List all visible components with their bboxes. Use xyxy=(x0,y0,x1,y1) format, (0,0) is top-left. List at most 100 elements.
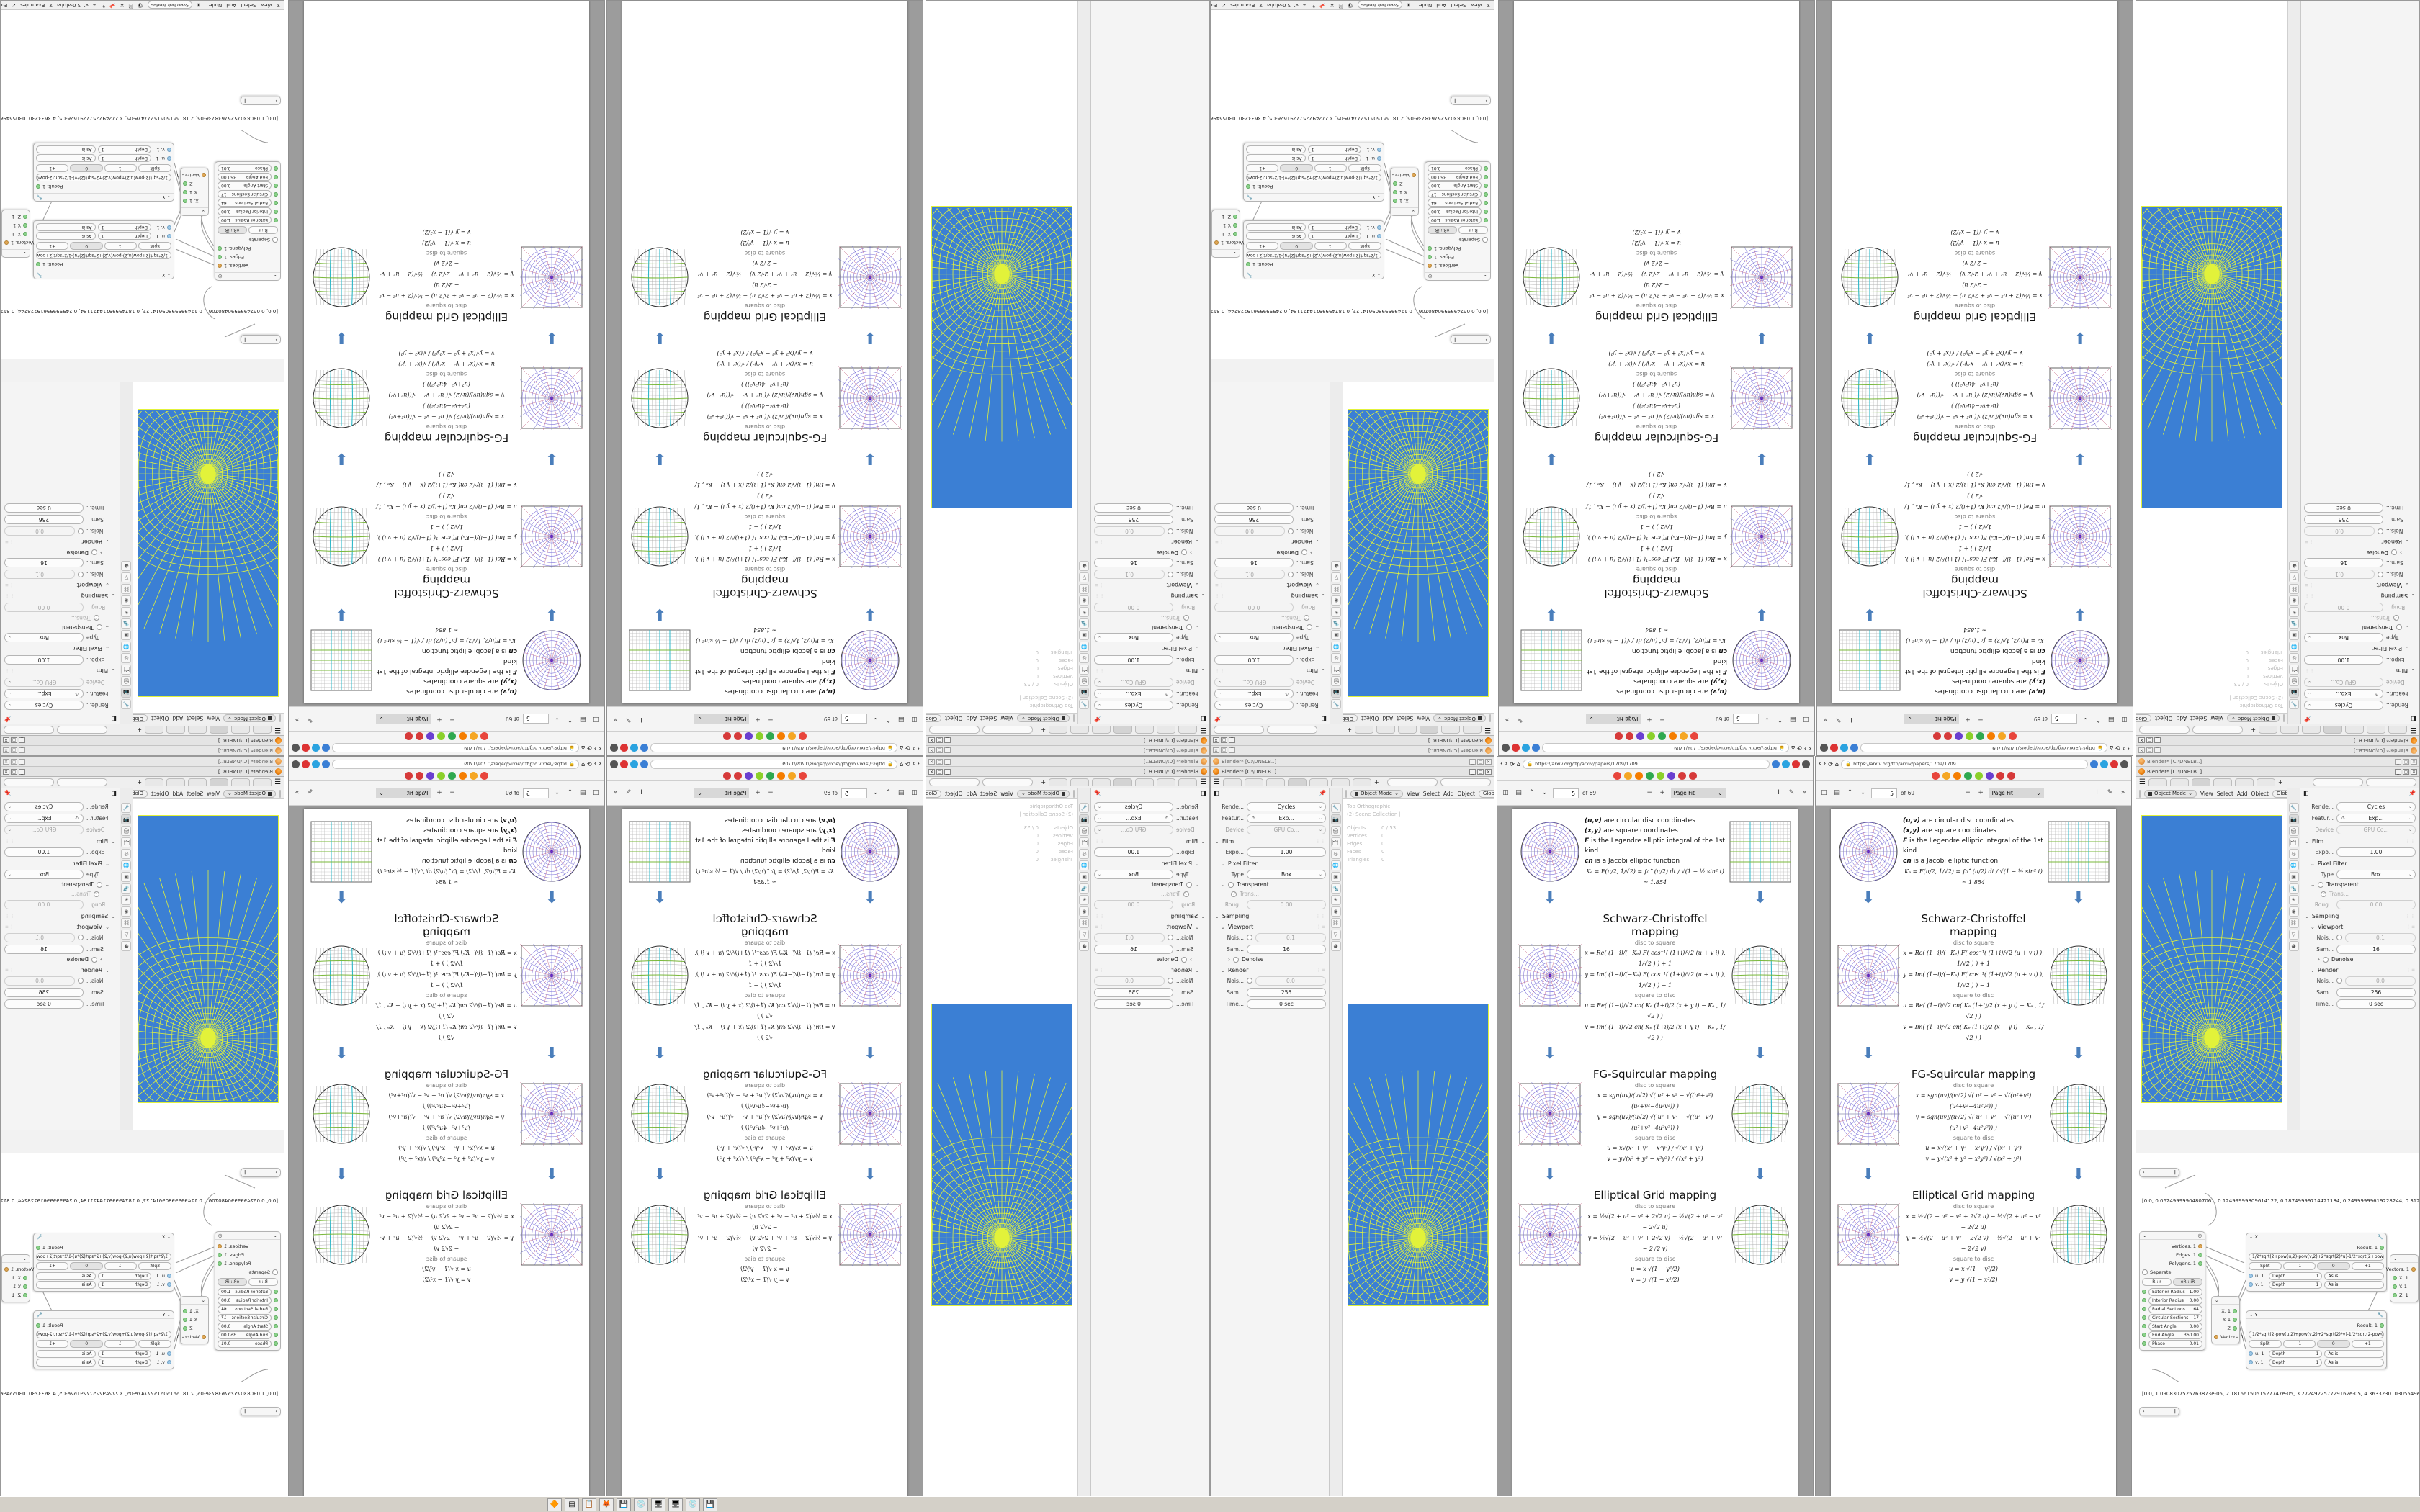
bookmark-smiley-icon[interactable] xyxy=(437,772,445,780)
bookmark-google-icon[interactable] xyxy=(799,772,807,780)
film-section[interactable]: ⌄ Film ⋮⋮ xyxy=(2304,667,2415,674)
feature-set-value[interactable]: ⚠ Exp... ⌄ xyxy=(1094,813,1173,823)
output-tab-icon[interactable]: 🖨 xyxy=(121,676,132,686)
sidebar-toggle-icon[interactable]: ◫ xyxy=(1502,789,1509,796)
render-tab-icon[interactable]: 📷 xyxy=(121,814,132,824)
node-output-x[interactable]: X. 1 xyxy=(183,1307,206,1315)
editor-type-icon[interactable]: ⧖ xyxy=(277,2,280,9)
add-workspace-button[interactable]: + xyxy=(1041,779,1047,786)
taskbar-blender-icon[interactable]: 🔶 xyxy=(547,1498,562,1511)
zoom-select[interactable]: Page Fit ⌄ xyxy=(376,714,431,724)
page-down-icon[interactable]: ⌄ xyxy=(1541,789,1548,796)
time-limit-value[interactable]: 0 sec xyxy=(1094,999,1173,1009)
workspace-tab[interactable] xyxy=(1244,778,1263,786)
processing-label[interactable]: Processing xyxy=(0,2,8,8)
pin-icon[interactable]: 📌 xyxy=(109,2,116,8)
zoom-out-icon[interactable]: − xyxy=(449,716,455,723)
bookmark-smiley-icon[interactable] xyxy=(756,772,763,780)
film-section[interactable]: ⌄ Film ⋮⋮ xyxy=(1094,667,1205,674)
particles-tab-icon[interactable]: ✳ xyxy=(1331,607,1342,617)
page-up-icon[interactable]: ⌃ xyxy=(1528,789,1535,796)
node-split-row[interactable]: Split -1 0 +1 xyxy=(1246,164,1381,172)
node-reroute-top[interactable]: › ‖ xyxy=(241,1168,281,1177)
device-value[interactable]: GPU Co... ⌄ xyxy=(1094,824,1173,834)
node-formula-y[interactable]: ⌄ Y 🔧 Result. 1 1/2*sqrt(2-pow(u,2)+pow(v… xyxy=(2246,1310,2387,1369)
tree-type-icon[interactable]: ⧗ xyxy=(1407,2,1410,9)
bookmark-flower2-icon[interactable] xyxy=(1933,732,1941,740)
reload-icon[interactable]: ⟳ xyxy=(1797,744,1802,752)
render-engine-value[interactable]: Cycles ⌄ xyxy=(4,701,84,711)
menu-icon[interactable]: ☰ xyxy=(274,726,281,734)
workspace-tab[interactable] xyxy=(231,778,251,786)
film-section[interactable]: ⌄ Film ⋮⋮ xyxy=(1214,667,1325,674)
node-input-u[interactable]: u. 1 Depth 1 As is xyxy=(2249,1272,2384,1280)
viewport-menu-view[interactable]: View xyxy=(207,715,220,722)
viewport-noise-value[interactable]: 0.1 xyxy=(4,570,75,580)
node-radius-mode[interactable]: R : r eR : iR xyxy=(2142,1278,2202,1286)
roughness-value[interactable]: 0.00 xyxy=(2336,899,2416,909)
denoise-checkbox[interactable] xyxy=(1181,549,1187,556)
transparent-checkbox[interactable] xyxy=(1186,624,1192,631)
secondary-toolbar-icon[interactable]: » xyxy=(1823,716,1828,723)
film-section[interactable]: ⌄ Film ⋮⋮ xyxy=(2305,838,2416,845)
viewport-noise-toggle[interactable] xyxy=(1168,572,1173,577)
material-tab-icon[interactable]: ◕ xyxy=(1079,561,1090,571)
sidebar-toggle-icon[interactable]: ◫ xyxy=(1821,789,1827,796)
bookmark-google2-icon[interactable] xyxy=(1646,772,1654,780)
data-tab-icon[interactable]: ▽ xyxy=(2288,930,2299,940)
node-formula-y[interactable]: ⌄ Y 🔧 Result. 1 1/2*sqrt(2-pow(u,2)+pow(v… xyxy=(1243,143,1384,202)
node-output-result[interactable]: Result. 1 xyxy=(1246,182,1381,191)
node-header[interactable]: › ‖ xyxy=(1451,336,1490,343)
menu-icon[interactable]: ☰ xyxy=(1200,778,1206,786)
viewport-noise-value[interactable]: 0.1 xyxy=(4,932,75,942)
scene-selector[interactable] xyxy=(2313,778,2363,786)
material-tab-icon[interactable]: ◕ xyxy=(121,941,132,951)
feature-set-value[interactable]: ⚠ Exp... ⌄ xyxy=(2304,689,2383,699)
viewport-noise-toggle[interactable] xyxy=(2378,572,2383,577)
workspace-tab[interactable] xyxy=(1135,726,1155,734)
render-tab-icon[interactable]: 📷 xyxy=(2288,814,2299,824)
exposure-value[interactable]: 1.00 xyxy=(1247,847,1326,857)
node-input-v[interactable]: v. 1 Depth 1 As is xyxy=(1246,223,1381,232)
node-header[interactable]: ⌄ xyxy=(2212,1297,2239,1305)
bookmark-java-icon[interactable] xyxy=(788,732,796,740)
transform-orientation[interactable]: Global⌄ xyxy=(1343,714,1358,723)
zoom-select[interactable]: Page Fit ⌄ xyxy=(694,714,750,724)
physics-tab-icon[interactable]: ◉ xyxy=(121,595,132,606)
exposure-value[interactable]: 1.00 xyxy=(4,847,84,857)
transform-orientation[interactable]: Global⌄ xyxy=(926,789,942,798)
zoom-select[interactable]: Page Fit ⌄ xyxy=(376,788,431,798)
node-output-result[interactable]: Result. 1 xyxy=(36,1243,171,1252)
taskbar-save-icon[interactable]: 💾 xyxy=(703,1498,717,1511)
page-thumbnails-icon[interactable]: ▤ xyxy=(1515,789,1522,796)
node-field-circular-sections[interactable]: Circular Sections 17 xyxy=(1428,190,1488,199)
text-cursor-icon[interactable]: I xyxy=(640,789,642,796)
zoom-out-icon[interactable]: − xyxy=(449,789,455,796)
viewport-samples-value[interactable]: 16 xyxy=(2304,558,2383,568)
bookmark-java-icon[interactable] xyxy=(788,772,796,780)
extension-icon[interactable] xyxy=(640,744,648,752)
render-engine-value[interactable]: Cycles ⌄ xyxy=(1214,701,1294,711)
node-output-y[interactable]: Y. 1 xyxy=(1393,188,1416,197)
modifier-tab-icon[interactable]: 🔩 xyxy=(1330,883,1341,894)
scene-tab-icon[interactable]: ◎ xyxy=(2288,849,2299,859)
node-output-z[interactable]: Z xyxy=(1393,179,1416,188)
bookmark-blogger-icon[interactable] xyxy=(459,772,467,780)
add-workspace-button[interactable]: + xyxy=(137,779,143,786)
bookmark-flower-icon[interactable] xyxy=(734,772,742,780)
bookmark-google-icon[interactable] xyxy=(480,732,488,740)
viewport-noise-toggle[interactable] xyxy=(1168,935,1173,940)
feature-set-value[interactable]: ⚠ Exp... ⌄ xyxy=(4,813,84,823)
node-output-result[interactable]: Result. 1 xyxy=(2249,1243,2384,1252)
viewport-menu-select[interactable]: Select xyxy=(1397,715,1414,722)
page-number-input[interactable]: 5 xyxy=(523,788,549,798)
constraints-tab-icon[interactable]: ⛓ xyxy=(1331,584,1342,594)
node-input-vectors[interactable]: Vectors. 1 xyxy=(176,171,206,179)
window-buttons[interactable]: _ ▢ ✕ xyxy=(2395,768,2417,775)
processing-check-icon[interactable]: ✓ xyxy=(1222,2,1227,8)
viewport-menu-add[interactable]: Add xyxy=(2236,790,2248,797)
physics-tab-icon[interactable]: ◉ xyxy=(2288,906,2299,917)
url-bar[interactable]: 🔒 https://arxiv.org/ftp/arxiv/papers/170… xyxy=(1841,759,2088,769)
node-input-y[interactable]: Y. 1 xyxy=(4,1282,27,1291)
pdf-viewer-scroll[interactable]: (u,v) are circular disc coordinates (x,y)… xyxy=(289,1,604,706)
